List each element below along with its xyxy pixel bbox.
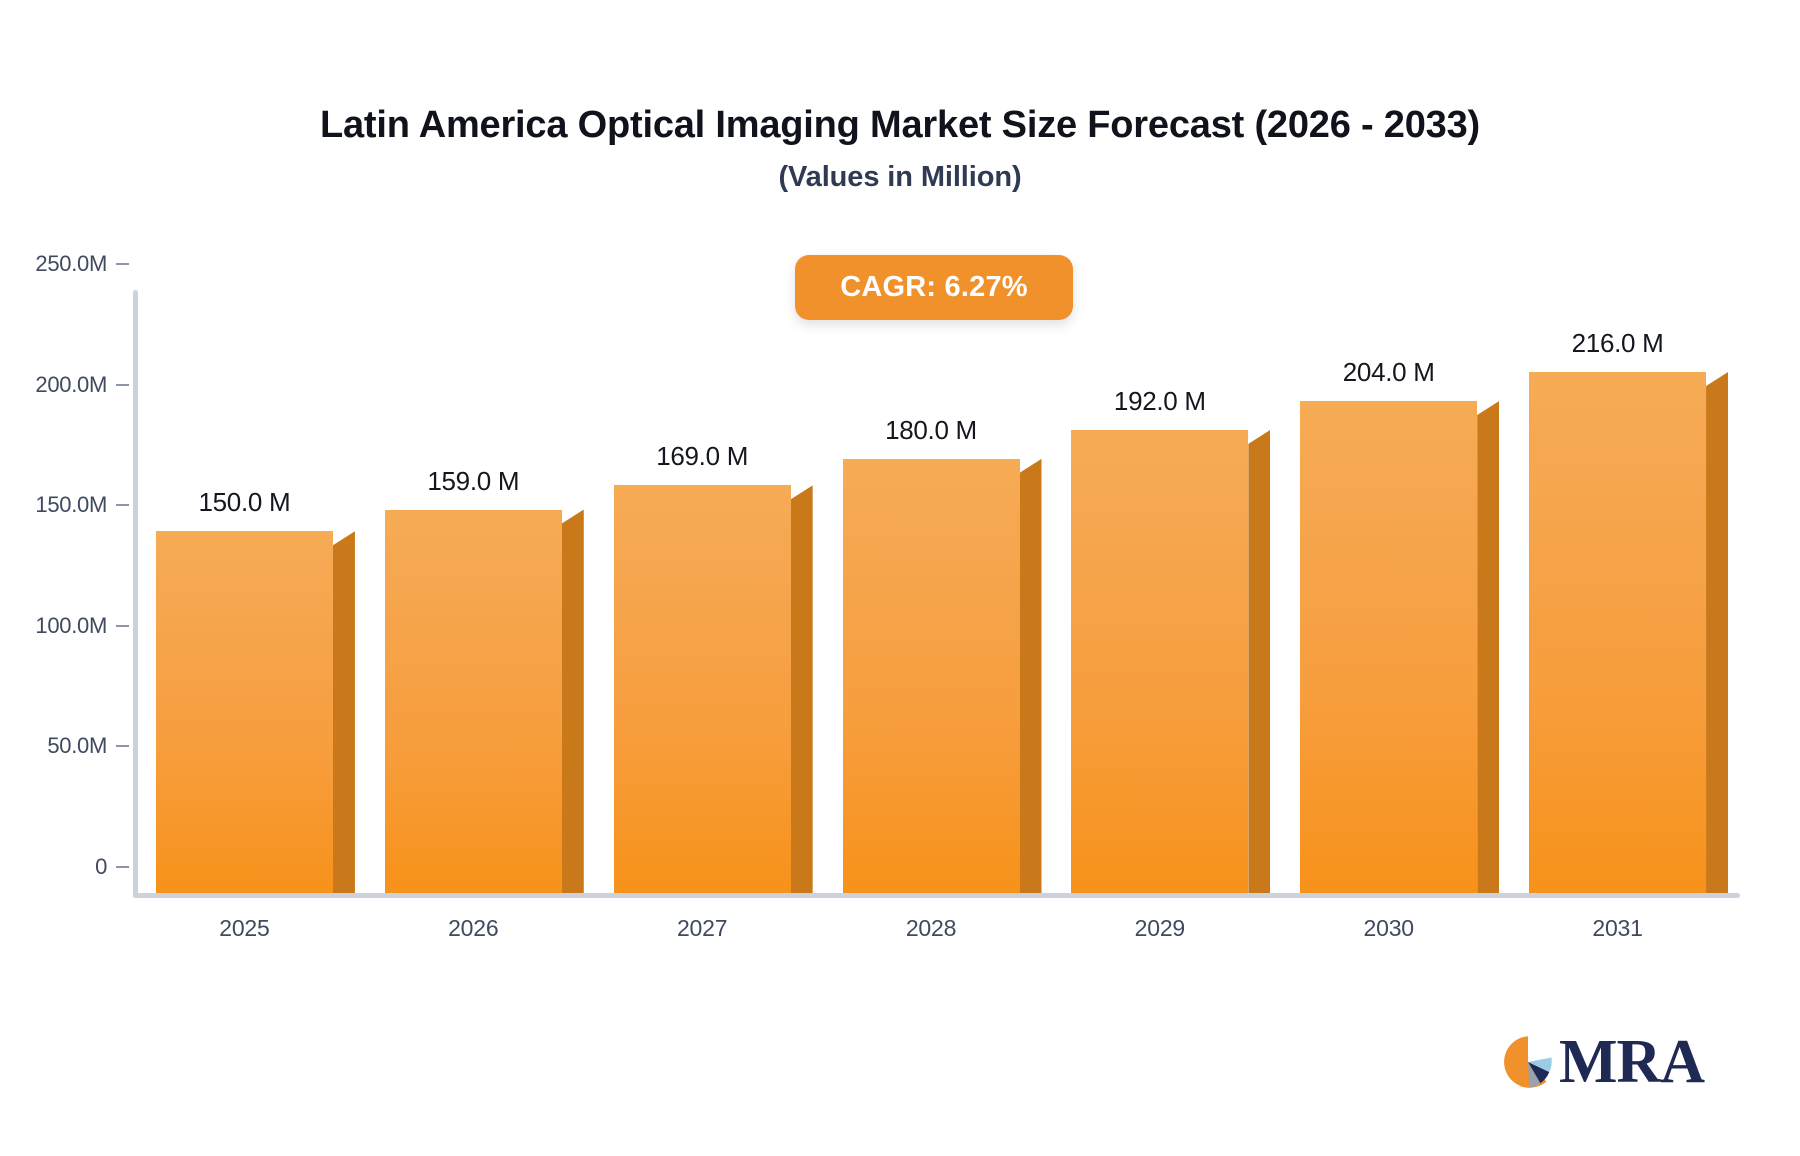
bar-side-face (332, 531, 355, 893)
bar-value-label: 204.0 M (1342, 356, 1435, 387)
bar-group[interactable]: 169.0 M 2027 (613, 441, 813, 941)
y-axis-tick-label: 100.0M (35, 612, 107, 638)
bar[interactable] (842, 458, 1042, 893)
bar-front-face (384, 509, 562, 893)
bar[interactable] (384, 509, 584, 893)
bar[interactable] (1300, 400, 1500, 893)
y-axis-line (133, 290, 138, 898)
bar-group[interactable]: 150.0 M 2025 (155, 487, 355, 941)
y-axis-tick-mark (116, 745, 129, 748)
pie-chart-icon (1504, 1036, 1552, 1088)
y-axis-tick: 200.0M (35, 372, 138, 398)
x-axis-tick-label: 2029 (1134, 915, 1186, 941)
y-axis-tick-label: 150.0M (35, 492, 107, 518)
chart-subtitle: (Values in Million) (778, 160, 1022, 193)
bar-value-label: 159.0 M (427, 465, 520, 496)
bar[interactable] (1071, 429, 1271, 893)
y-axis-tick-label: 200.0M (35, 371, 107, 397)
bar-side-face (1706, 372, 1729, 893)
bar-side-face (790, 485, 813, 893)
y-axis-tick-mark (116, 624, 129, 627)
x-axis-tick-label: 2028 (905, 915, 957, 941)
x-axis-tick-label: 2031 (1592, 915, 1643, 941)
bar-group[interactable]: 204.0 M 2030 (1300, 357, 1500, 941)
bar[interactable] (155, 531, 355, 893)
y-axis-tick-label: 0 (95, 854, 107, 879)
bar-group[interactable]: 180.0 M 2028 (842, 415, 1042, 941)
y-axis-tick-label: 250.0M (35, 251, 107, 276)
bar-side-face (1477, 400, 1500, 893)
mra-logo: MRA (1500, 1026, 1715, 1098)
bar-value-label: 192.0 M (1113, 385, 1206, 416)
bar-group[interactable]: 192.0 M 2029 (1071, 386, 1271, 941)
title-block: Latin America Optical Imaging Market Siz… (0, 104, 1800, 194)
bar[interactable] (1529, 372, 1729, 893)
y-axis-tick-mark (116, 866, 129, 868)
cagr-badge: CAGR: 6.27% (795, 255, 1073, 320)
y-axis-tick: 250.0M (35, 251, 138, 277)
bar-front-face (842, 458, 1020, 893)
y-axis-tick: 0 (95, 854, 138, 880)
x-axis-tick-label: 2027 (676, 915, 728, 941)
bar-front-face (155, 531, 333, 893)
bar-front-face (1071, 429, 1249, 893)
bar-group[interactable]: 216.0 M 2031 (1529, 328, 1729, 941)
y-axis-tick-mark (116, 263, 129, 265)
y-axis-tick-mark (116, 504, 129, 507)
logo-text: MRA (1559, 1028, 1705, 1096)
bar-side-face (1019, 458, 1042, 893)
bar-value-label: 150.0 M (198, 487, 291, 518)
bar-value-label: 180.0 M (885, 414, 977, 445)
x-axis-line (133, 893, 1740, 898)
y-axis-tick: 50.0M (47, 733, 138, 759)
bar-value-label: 169.0 M (656, 441, 749, 472)
x-axis-tick-label: 2026 (448, 915, 499, 941)
x-axis-tick-label: 2025 (219, 915, 270, 941)
bar-front-face (1529, 372, 1707, 893)
bar-value-label: 216.0 M (1571, 328, 1664, 359)
bar[interactable] (613, 485, 813, 893)
bar-side-face (561, 509, 584, 893)
bar-front-face (1300, 400, 1478, 893)
bar-front-face (613, 485, 791, 893)
page-title: Latin America Optical Imaging Market Siz… (319, 104, 1480, 146)
y-axis-tick: 100.0M (35, 613, 138, 639)
y-axis-tick-mark (116, 383, 129, 386)
x-axis-tick-label: 2030 (1363, 915, 1415, 941)
bar-side-face (1248, 429, 1271, 893)
bar-group[interactable]: 159.0 M 2026 (384, 466, 584, 941)
plot-area: 0 50.0M 100.0M 150.0M 200.0M 250.0M 150.0 M 20… (35, 251, 1740, 941)
y-axis-tick-label: 50.0M (47, 733, 107, 759)
y-axis-tick: 150.0M (35, 492, 138, 518)
cagr-badge-label: CAGR: 6.27% (840, 271, 1028, 303)
